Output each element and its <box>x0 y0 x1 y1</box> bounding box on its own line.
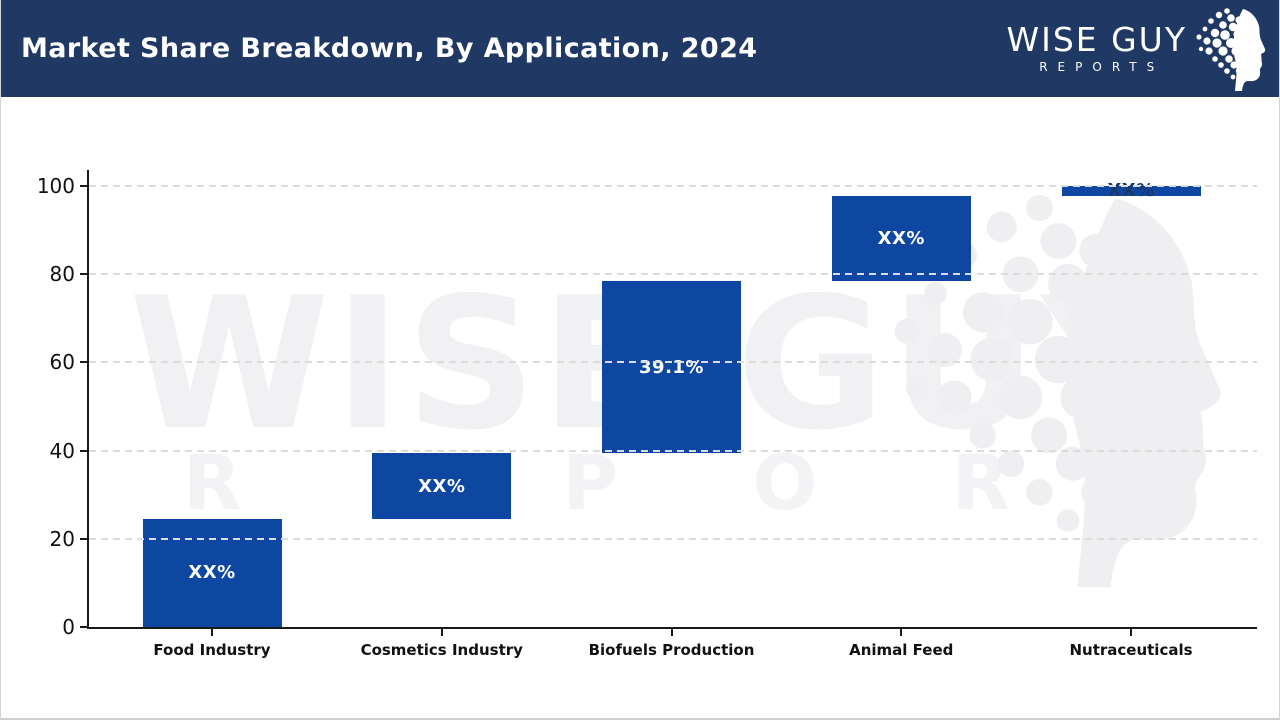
gridline-40 <box>89 449 1257 452</box>
y-tick-60 <box>80 361 88 364</box>
bar-value-label: XX% <box>188 562 236 584</box>
y-tick-0 <box>80 626 88 628</box>
y-tick-100 <box>80 185 88 187</box>
x-axis-line <box>87 627 1257 629</box>
category-label: Animal Feed <box>849 641 954 659</box>
y-tick-80 <box>80 273 88 276</box>
y-tick-20 <box>80 537 88 540</box>
x-tick <box>670 629 673 636</box>
y-tick-label: 80 <box>49 262 75 287</box>
y-axis-line <box>87 170 89 629</box>
gridline-100 <box>89 185 1257 187</box>
logo-wordmark: WISE GUY <box>1006 20 1187 60</box>
page-title: Market Share Breakdown, By Application, … <box>21 33 758 64</box>
logo-text: WISE GUY REPORTS <box>1006 23 1187 74</box>
category-label: Nutraceuticals <box>1069 641 1193 659</box>
bar-segment: 39.1% <box>602 280 741 454</box>
x-tick <box>440 629 443 636</box>
x-tick <box>1130 629 1132 636</box>
bar-segment: XX% <box>831 195 971 281</box>
wise-guy-reports-logo: WISE GUY REPORTS <box>1006 7 1267 91</box>
bar-value-label: 39.1% <box>639 356 704 378</box>
logo-subtitle: REPORTS <box>1039 59 1165 74</box>
gridline-20 <box>89 537 1257 540</box>
bar-segment: XX% <box>372 453 512 519</box>
bar-value-label: XX% <box>418 475 466 497</box>
bar-segment: XX% <box>142 518 282 627</box>
bar-segment: XX% <box>1061 180 1201 201</box>
y-tick-label: 0 <box>62 615 75 639</box>
x-tick <box>211 629 213 636</box>
bar-value-label: XX% <box>1107 180 1155 202</box>
y-tick-label: 20 <box>49 526 75 551</box>
category-label: Food Industry <box>153 641 271 659</box>
gridline-60 <box>89 361 1257 364</box>
x-tick <box>900 629 903 636</box>
y-tick-label: 60 <box>49 350 75 375</box>
y-tick-40 <box>80 449 88 452</box>
bar-value-label: XX% <box>877 227 925 249</box>
category-label: Cosmetics Industry <box>360 641 523 659</box>
y-tick-label: 40 <box>49 438 75 463</box>
y-tick-label: 100 <box>36 174 75 198</box>
logo-head-icon <box>1196 7 1266 91</box>
gridline-80 <box>89 273 1257 276</box>
category-label: Biofuels Production <box>588 641 755 659</box>
header-bar: Market Share Breakdown, By Application, … <box>1 0 1279 97</box>
